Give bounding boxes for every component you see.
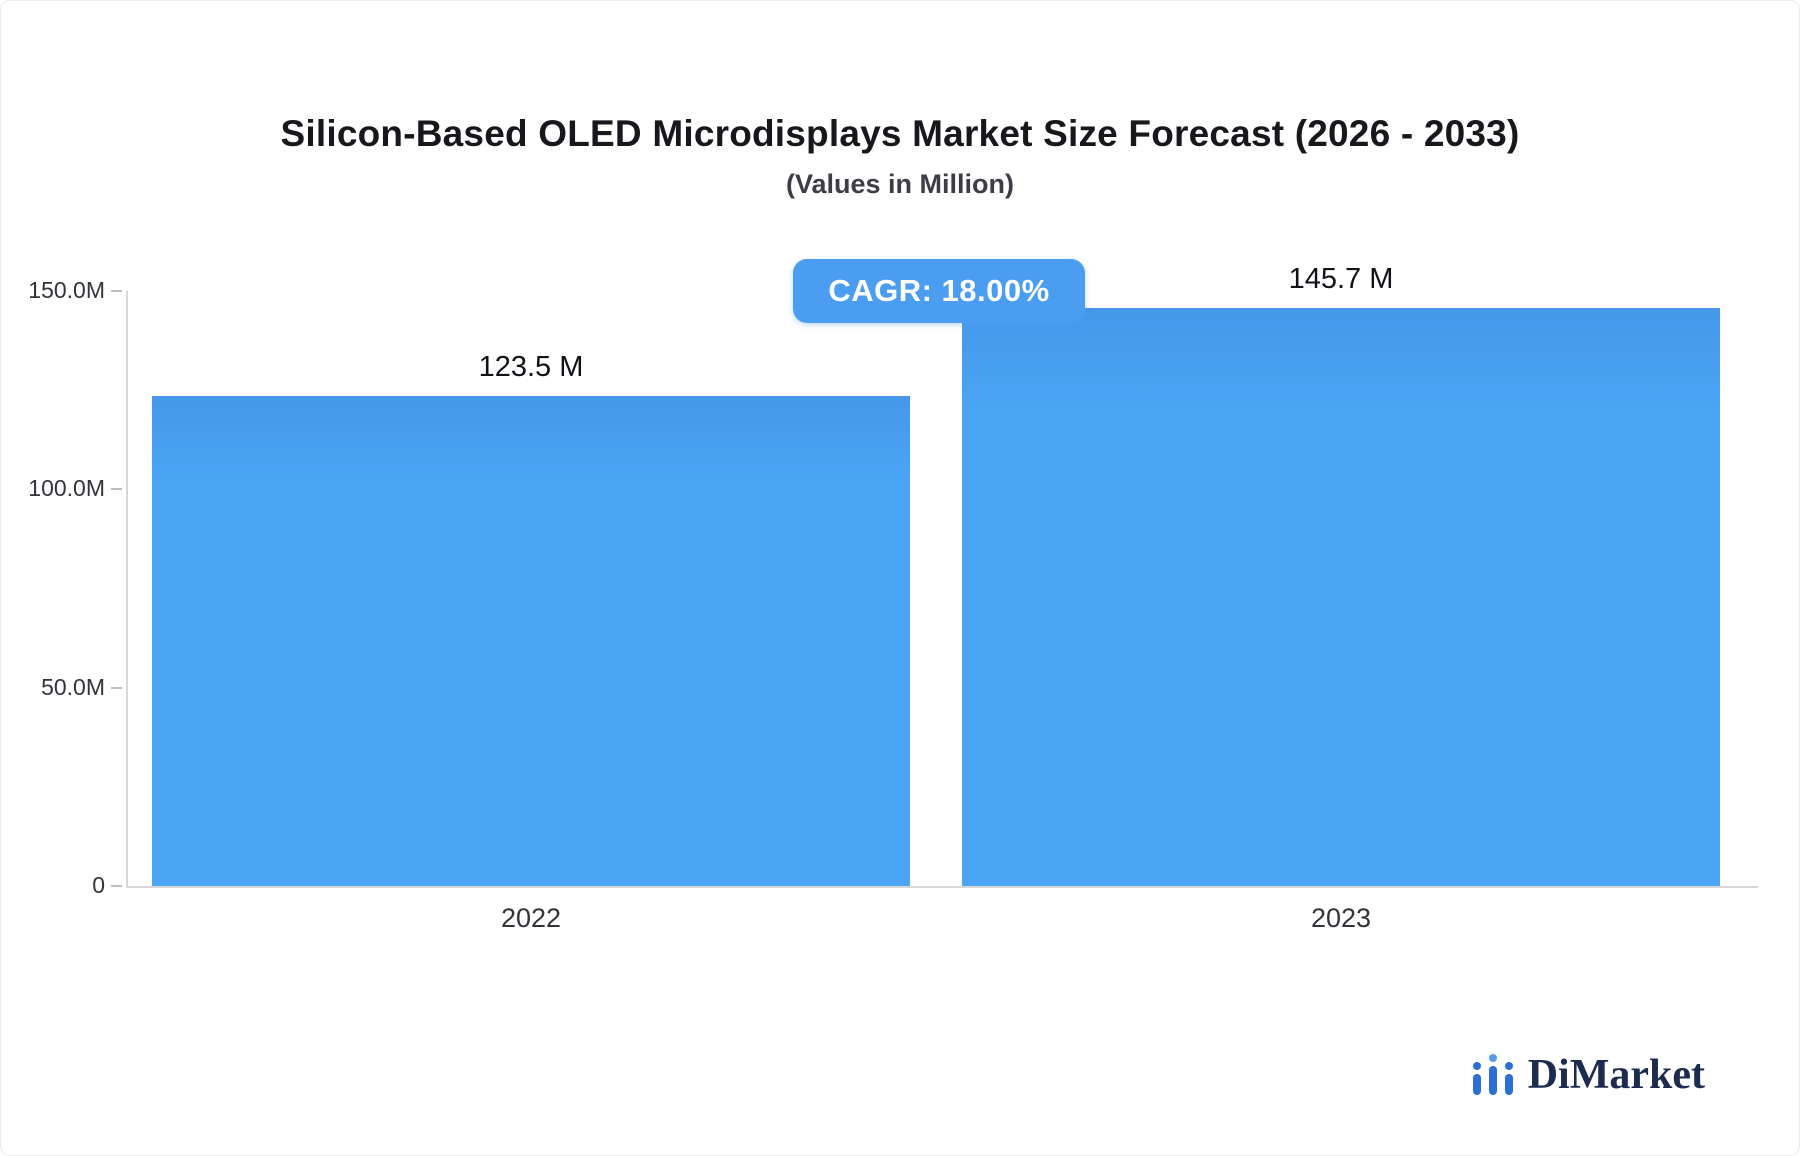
chart-subtitle: (Values in Million) <box>785 169 1015 199</box>
y-tick-label: 150.0M <box>28 277 105 303</box>
dimarket-bars-icon <box>1472 1054 1513 1095</box>
y-tick-label: 0 <box>92 872 105 898</box>
chart-title: Silicon-Based OLED Microdisplays Market … <box>280 113 1520 154</box>
y-tick-label: 50.0M <box>41 673 105 700</box>
y-tick-mark <box>111 885 122 887</box>
x-axis-line <box>126 886 1758 888</box>
x-axis-label: 2022 <box>500 903 562 933</box>
y-tick-label: 100.0M <box>28 475 105 502</box>
bar-2023[interactable] <box>962 308 1720 886</box>
y-axis-line <box>126 291 128 886</box>
bar-2022[interactable] <box>152 396 910 886</box>
bar-value-label: 145.7 M <box>1288 263 1394 296</box>
brand-name: DiMarket <box>1527 1052 1705 1098</box>
brand-logo: DiMarket <box>1470 1051 1705 1099</box>
x-axis-label: 2023 <box>1310 903 1372 933</box>
cagr-badge: CAGR: 18.00% <box>793 259 1085 323</box>
y-tick-mark <box>111 488 122 491</box>
y-tick-mark <box>111 290 122 292</box>
y-tick-mark <box>111 686 122 689</box>
bar-value-label: 123.5 M <box>478 351 584 384</box>
